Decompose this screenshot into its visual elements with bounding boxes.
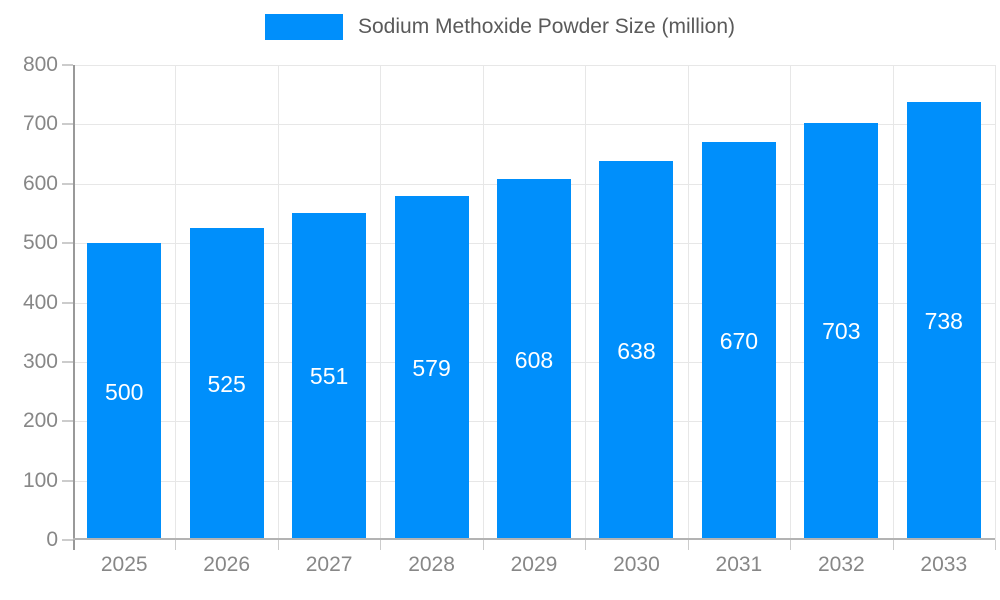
bar-value-label: 500 [105,378,144,405]
y-axis-tick [62,64,73,66]
bar-value-label: 670 [719,328,759,355]
y-axis-label: 500 [22,231,58,255]
y-axis-label: 400 [22,290,58,314]
y-axis-tick [62,479,73,482]
v-gridline [277,65,279,540]
bar-2033[interactable] [906,101,981,540]
bar-2030[interactable] [599,161,674,540]
y-axis-tick [62,360,73,363]
x-axis-label: 2029 [510,553,558,576]
h-gridline [73,65,995,66]
y-axis-tick [62,420,73,423]
bar-value-label: 551 [309,363,349,390]
bar-2032[interactable] [804,122,879,540]
x-axis-tick [790,540,792,550]
x-axis-tick [585,540,587,550]
bar-value-label: 638 [617,337,656,364]
x-axis-tick [687,540,689,550]
v-gridline [585,65,587,540]
y-axis-label: 800 [22,53,58,76]
x-axis-tick [995,540,996,550]
x-axis-label: 2030 [613,553,660,576]
bar-2027[interactable] [292,212,367,540]
plot-area: 500 525 551 579 608 638 670 703 738 [73,65,996,550]
y-axis-tick [62,539,73,541]
x-axis-tick [892,540,894,550]
v-gridline [790,65,792,540]
bar-2025[interactable] [87,243,162,540]
bar-value-label: 579 [412,355,451,382]
v-gridline [482,65,484,540]
legend[interactable]: Sodium Methoxide Powder Size (million) [0,14,1000,40]
x-axis-tick [277,540,279,550]
x-axis-label: 2026 [203,553,251,576]
legend-swatch [265,14,343,40]
x-axis-line [73,538,995,540]
y-axis-tick [62,242,73,245]
x-axis-label: 2032 [817,553,865,576]
x-axis-tick [482,540,484,550]
y-axis-tick [62,182,73,185]
v-gridline [892,65,894,540]
bar-2028[interactable] [394,196,469,540]
x-axis-label: 2031 [715,553,763,576]
y-axis-label: 600 [22,171,58,195]
x-axis-label: 2033 [920,553,968,576]
bar-2031[interactable] [701,142,776,540]
h-gridline [73,124,995,126]
x-axis-tick [380,540,382,550]
v-gridline [380,65,382,540]
bar-2026[interactable] [189,228,264,540]
x-axis-tick [175,540,177,550]
x-axis-label: 2028 [408,553,455,576]
bar-value-label: 703 [822,318,861,345]
bar-2029[interactable] [497,179,571,540]
y-axis-label: 700 [22,112,58,136]
y-axis-label: 200 [22,409,58,433]
v-gridline [687,65,689,540]
bar-value-label: 738 [924,307,963,334]
bar-value-label: 608 [514,346,554,373]
legend-label: Sodium Methoxide Powder Size (million) [358,15,735,38]
y-axis-label: 0 [46,528,58,551]
y-axis-label: 300 [22,349,58,373]
v-gridline [175,65,177,540]
v-gridline [995,65,996,540]
x-axis-label: 2025 [100,553,148,576]
x-axis-label: 2027 [305,553,353,576]
y-axis-label: 100 [22,468,58,492]
y-axis-tick [62,301,73,304]
bar-value-label: 525 [207,371,246,398]
y-axis-tick [62,123,73,126]
y-axis-line [73,65,75,550]
